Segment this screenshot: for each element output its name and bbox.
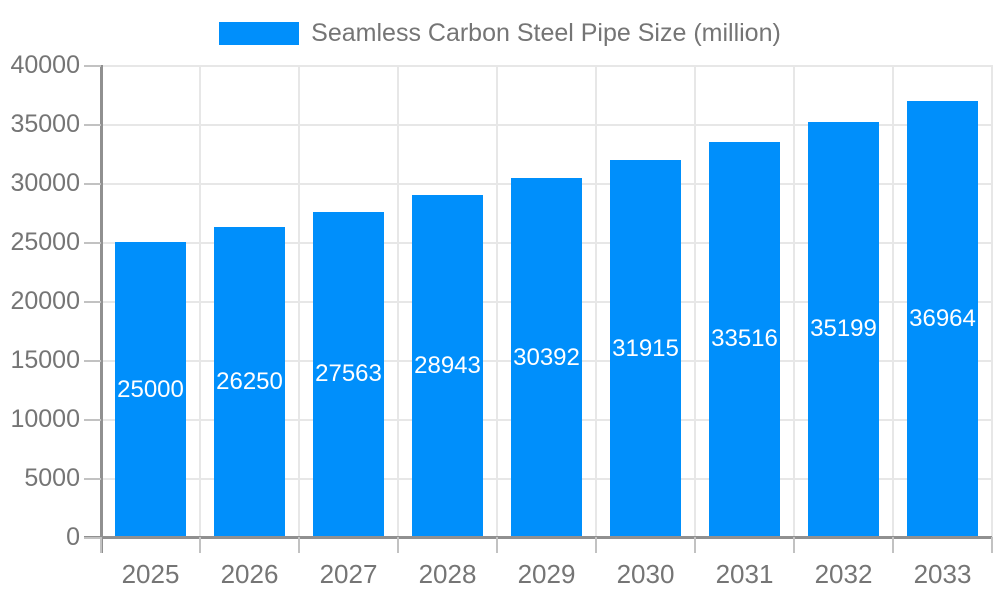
vertical-gridline (199, 65, 201, 537)
horizontal-gridline (101, 65, 992, 67)
bar-2030[interactable]: 31915 (610, 160, 681, 537)
x-axis-tick (298, 537, 300, 553)
y-axis-label: 20000 (10, 287, 80, 315)
bar-2031[interactable]: 33516 (709, 141, 780, 537)
legend-color-swatch (219, 21, 300, 45)
x-axis-tick (397, 537, 399, 553)
x-axis-tick (892, 537, 894, 553)
bar-value-label: 28943 (414, 352, 481, 380)
bar-value-label: 27563 (315, 360, 382, 388)
x-axis-tick (991, 537, 993, 553)
x-axis-tick (694, 537, 696, 553)
y-axis-tick (84, 301, 101, 303)
x-axis-label: 2032 (814, 559, 873, 589)
bar-2028[interactable]: 28943 (412, 195, 483, 537)
x-axis-tick (793, 537, 795, 553)
bar-2029[interactable]: 30392 (511, 178, 582, 537)
bar-2027[interactable]: 27563 (313, 211, 384, 537)
x-axis-label: 2031 (715, 559, 774, 589)
x-axis-tick (595, 537, 597, 553)
bar-2026[interactable]: 26250 (214, 227, 285, 537)
bar-2025[interactable]: 25000 (115, 242, 186, 537)
x-axis-label: 2029 (517, 559, 576, 589)
x-axis-tick (496, 537, 498, 553)
x-axis-label: 2026 (220, 559, 279, 589)
bar-value-label: 25000 (117, 375, 184, 403)
y-axis-label: 40000 (10, 51, 80, 79)
y-axis-line (100, 65, 103, 553)
y-axis-tick (84, 419, 101, 421)
x-axis-label: 2033 (913, 559, 972, 589)
y-axis-label: 25000 (10, 228, 80, 256)
y-axis-label: 15000 (10, 346, 80, 374)
y-axis-tick (84, 242, 101, 244)
vertical-gridline (397, 65, 399, 537)
bar-value-label: 26250 (216, 368, 283, 396)
legend-label: Seamless Carbon Steel Pipe Size (million… (311, 18, 781, 47)
bar-value-label: 30392 (513, 343, 580, 371)
y-axis-tick (84, 360, 101, 362)
y-axis-tick (84, 183, 101, 185)
x-axis-tick (199, 537, 201, 553)
bar-2033[interactable]: 36964 (907, 100, 978, 537)
horizontal-gridline (101, 124, 992, 126)
y-axis-label: 5000 (24, 464, 80, 492)
vertical-gridline (991, 65, 993, 537)
chart-legend-item[interactable]: Seamless Carbon Steel Pipe Size (million… (0, 18, 1000, 47)
vertical-gridline (595, 65, 597, 537)
x-axis-line (84, 536, 992, 539)
bar-value-label: 35199 (810, 315, 877, 343)
y-axis-tick (84, 478, 101, 480)
y-axis-tick (84, 65, 101, 67)
y-axis-tick (84, 537, 101, 539)
bar-2032[interactable]: 35199 (808, 121, 879, 537)
x-axis-label: 2030 (616, 559, 675, 589)
y-axis-label: 35000 (10, 110, 80, 138)
vertical-gridline (496, 65, 498, 537)
y-axis-label: 0 (66, 523, 80, 551)
y-axis-tick (84, 124, 101, 126)
y-axis-label: 30000 (10, 169, 80, 197)
x-axis-label: 2028 (418, 559, 477, 589)
plot-area: 25000 26250 27563 28943 30392 31915 33516 35199… (10, 51, 993, 589)
y-axis-label: 10000 (10, 405, 80, 433)
bar-value-label: 33516 (711, 325, 778, 353)
vertical-gridline (694, 65, 696, 537)
bar-value-label: 31915 (612, 334, 679, 362)
vertical-gridline (298, 65, 300, 537)
x-axis-tick (100, 537, 102, 553)
vertical-gridline (892, 65, 894, 537)
x-axis-label: 2027 (319, 559, 378, 589)
vertical-gridline (793, 65, 795, 537)
x-axis-label: 2025 (121, 559, 180, 589)
bar-value-label: 36964 (909, 304, 976, 332)
